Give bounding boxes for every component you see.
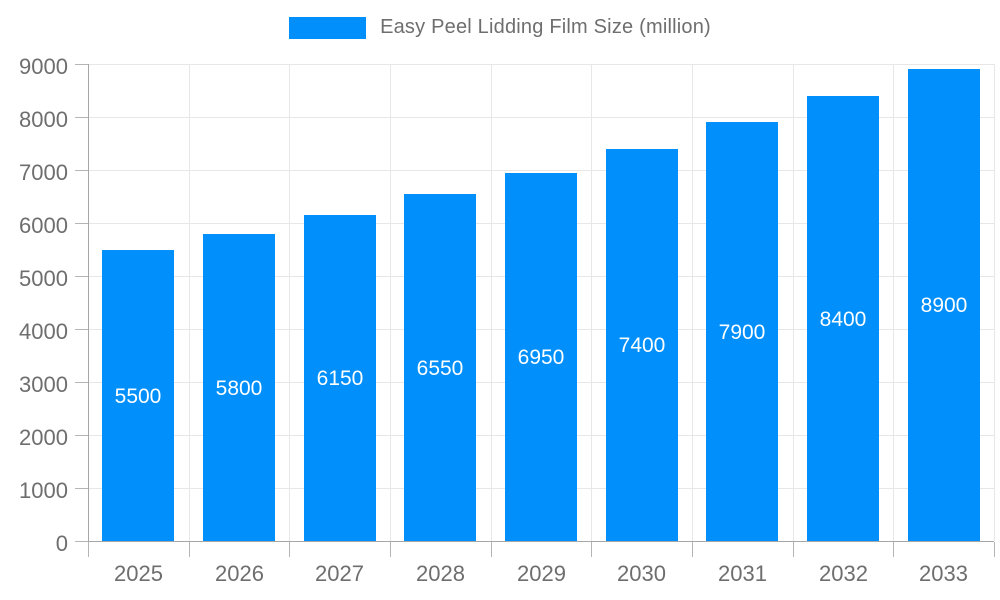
y-axis-label: 8000 xyxy=(19,107,68,132)
gridline xyxy=(88,64,994,65)
bar-2028[interactable] xyxy=(404,194,476,541)
y-axis-tick xyxy=(75,541,88,542)
bar-2032[interactable] xyxy=(807,96,879,541)
x-axis-label: 2033 xyxy=(919,561,968,586)
gridline xyxy=(893,64,894,541)
bar-2029[interactable] xyxy=(505,173,577,541)
x-axis-label: 2029 xyxy=(517,561,566,586)
bar-2027[interactable] xyxy=(304,215,376,541)
x-axis-tick xyxy=(793,542,794,557)
gridline xyxy=(88,170,994,171)
x-axis-tick xyxy=(692,542,693,557)
x-axis-label: 2030 xyxy=(617,561,666,586)
x-axis-line xyxy=(88,541,994,542)
y-axis-label: 1000 xyxy=(19,478,68,503)
gridline xyxy=(994,64,995,541)
y-axis-tick xyxy=(75,276,88,277)
legend-label: Easy Peel Lidding Film Size (million) xyxy=(380,16,711,38)
x-axis-label: 2028 xyxy=(416,561,465,586)
x-axis-tick xyxy=(994,542,995,557)
y-axis-label: 9000 xyxy=(19,54,68,79)
x-axis-tick xyxy=(390,542,391,557)
y-axis-tick xyxy=(75,488,88,489)
legend[interactable]: Easy Peel Lidding Film Size (million) xyxy=(0,16,1000,39)
y-axis-label: 3000 xyxy=(19,372,68,397)
bar-2031[interactable] xyxy=(706,122,778,541)
y-axis-label: 0 xyxy=(55,531,68,556)
y-axis-tick xyxy=(75,329,88,330)
x-axis-label: 2026 xyxy=(215,561,264,586)
y-axis-label: 4000 xyxy=(19,319,68,344)
y-axis-label: 5000 xyxy=(19,266,68,291)
gridline xyxy=(692,64,693,541)
x-axis-tick xyxy=(189,542,190,557)
bar-2026[interactable] xyxy=(203,234,275,541)
y-axis-tick xyxy=(75,170,88,171)
bar-2025[interactable] xyxy=(102,250,174,541)
x-axis-tick xyxy=(491,542,492,557)
x-axis-label: 2027 xyxy=(315,561,364,586)
y-axis-tick xyxy=(75,117,88,118)
y-axis-line xyxy=(88,64,89,541)
y-axis-label: 2000 xyxy=(19,425,68,450)
x-axis-tick xyxy=(88,542,89,557)
y-axis-tick xyxy=(75,223,88,224)
gridline xyxy=(390,64,391,541)
y-axis-label: 6000 xyxy=(19,213,68,238)
gridline xyxy=(591,64,592,541)
gridline xyxy=(289,64,290,541)
gridline xyxy=(491,64,492,541)
gridline xyxy=(88,117,994,118)
y-axis-tick xyxy=(75,64,88,65)
y-axis-tick xyxy=(75,382,88,383)
gridline xyxy=(189,64,190,541)
x-axis-tick xyxy=(591,542,592,557)
bar-2030[interactable] xyxy=(606,149,678,541)
x-axis-label: 2025 xyxy=(114,561,163,586)
x-axis-label: 2031 xyxy=(718,561,767,586)
y-axis-tick xyxy=(75,435,88,436)
y-axis-label: 7000 xyxy=(19,160,68,185)
x-axis-label: 2032 xyxy=(819,561,868,586)
legend-swatch-icon xyxy=(289,16,367,39)
bar-2033[interactable] xyxy=(908,69,980,541)
x-axis-tick xyxy=(289,542,290,557)
gridline xyxy=(793,64,794,541)
x-axis-tick xyxy=(893,542,894,557)
